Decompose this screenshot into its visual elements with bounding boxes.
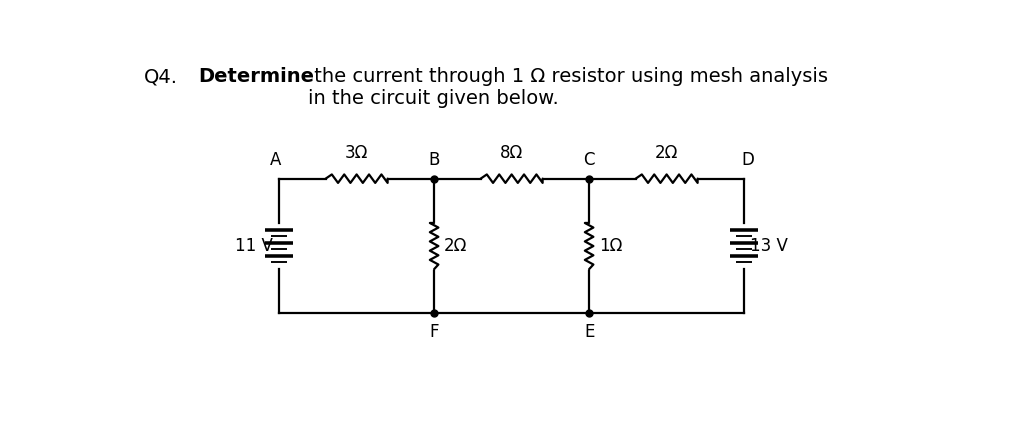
Text: 8Ω: 8Ω — [500, 144, 523, 162]
Text: D: D — [741, 151, 755, 169]
Text: Determine: Determine — [198, 67, 313, 86]
Text: 2Ω: 2Ω — [655, 144, 678, 162]
Text: 1Ω: 1Ω — [599, 237, 623, 255]
Text: C: C — [584, 151, 595, 169]
Text: F: F — [429, 323, 439, 342]
Text: the current through 1 Ω resistor using mesh analysis
in the circuit given below.: the current through 1 Ω resistor using m… — [308, 67, 827, 108]
Text: 11 V: 11 V — [236, 237, 273, 255]
Text: 3Ω: 3Ω — [345, 144, 369, 162]
Text: A: A — [269, 151, 281, 169]
Text: E: E — [584, 323, 594, 342]
Text: B: B — [428, 151, 440, 169]
Text: 13 V: 13 V — [751, 237, 788, 255]
Text: 2Ω: 2Ω — [444, 237, 468, 255]
Text: Q4.: Q4. — [143, 67, 177, 86]
